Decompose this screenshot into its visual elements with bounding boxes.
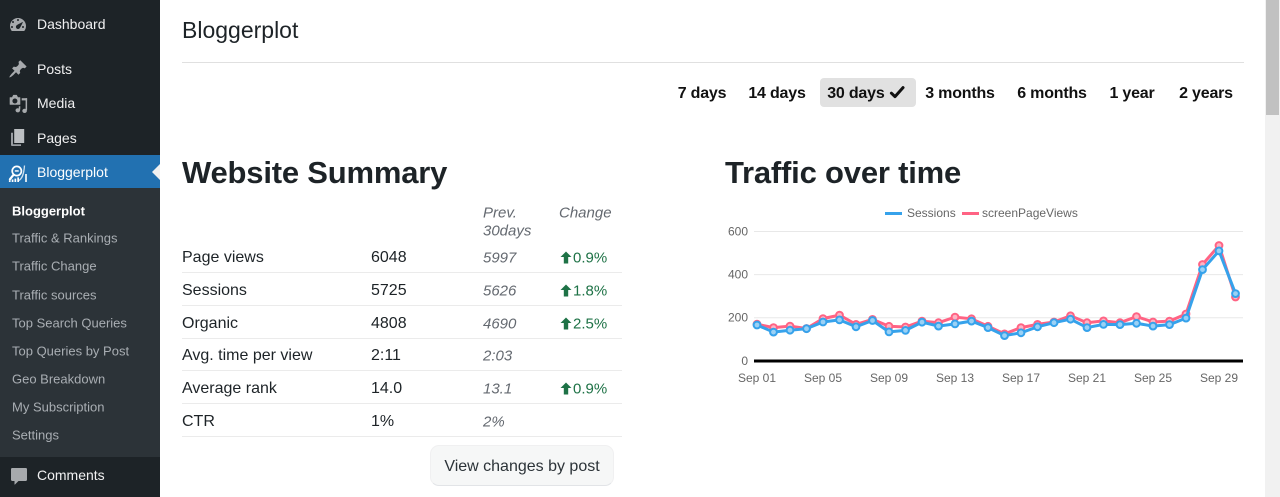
svg-text:Sep 25: Sep 25 [1134,371,1172,385]
svg-text:600: 600 [728,225,748,239]
svg-text:Sep 17: Sep 17 [1002,371,1040,385]
svg-text:Sep 01: Sep 01 [738,371,776,385]
svg-text:0: 0 [741,354,748,368]
svg-text:Sep 29: Sep 29 [1200,371,1238,385]
svg-text:Sep 05: Sep 05 [804,371,842,385]
svg-text:200: 200 [728,311,748,325]
svg-text:Sep 13: Sep 13 [936,371,974,385]
svg-text:Sep 21: Sep 21 [1068,371,1106,385]
svg-text:400: 400 [728,268,748,282]
svg-text:Sep 09: Sep 09 [870,371,908,385]
